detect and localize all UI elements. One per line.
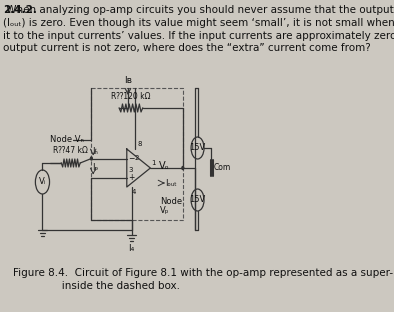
Text: Vₒ: Vₒ [159,161,170,171]
Text: When analyzing op-amp circuits you should never assume that the output current
(: When analyzing op-amp circuits you shoul… [3,5,394,53]
Bar [91,88,183,220]
Circle shape [91,157,92,160]
Text: Iₙ: Iₙ [93,147,98,156]
Text: R⁇47 kΩ: R⁇47 kΩ [53,146,88,155]
Text: 4: 4 [132,189,136,195]
Text: Com: Com [214,163,231,173]
Text: R⁇120 kΩ: R⁇120 kΩ [111,92,151,101]
Text: 3: 3 [128,167,133,173]
Text: I₄: I₄ [128,244,135,253]
Circle shape [182,167,184,169]
Text: 15V: 15V [190,196,206,204]
Text: Iʙ: Iʙ [124,76,132,85]
Text: Iₒᵤₜ: Iₒᵤₜ [165,178,177,188]
Text: −: − [128,154,135,163]
Text: 2.4.2.: 2.4.2. [3,5,37,15]
Text: Figure 8.4.  Circuit of Figure 8.1 with the op-amp represented as a super-node
 : Figure 8.4. Circuit of Figure 8.1 with t… [13,268,394,291]
Text: 2: 2 [134,154,139,160]
Text: 8: 8 [138,141,142,147]
Text: +: + [128,173,135,182]
Text: Iₚ: Iₚ [93,163,99,172]
Text: 1: 1 [152,160,156,166]
Text: Vₚ: Vₚ [160,207,170,216]
Text: Node Vₙ: Node Vₙ [50,135,84,144]
Text: 15V: 15V [190,144,206,153]
Text: Node: Node [160,197,182,207]
Text: Vᵢ: Vᵢ [39,178,46,187]
